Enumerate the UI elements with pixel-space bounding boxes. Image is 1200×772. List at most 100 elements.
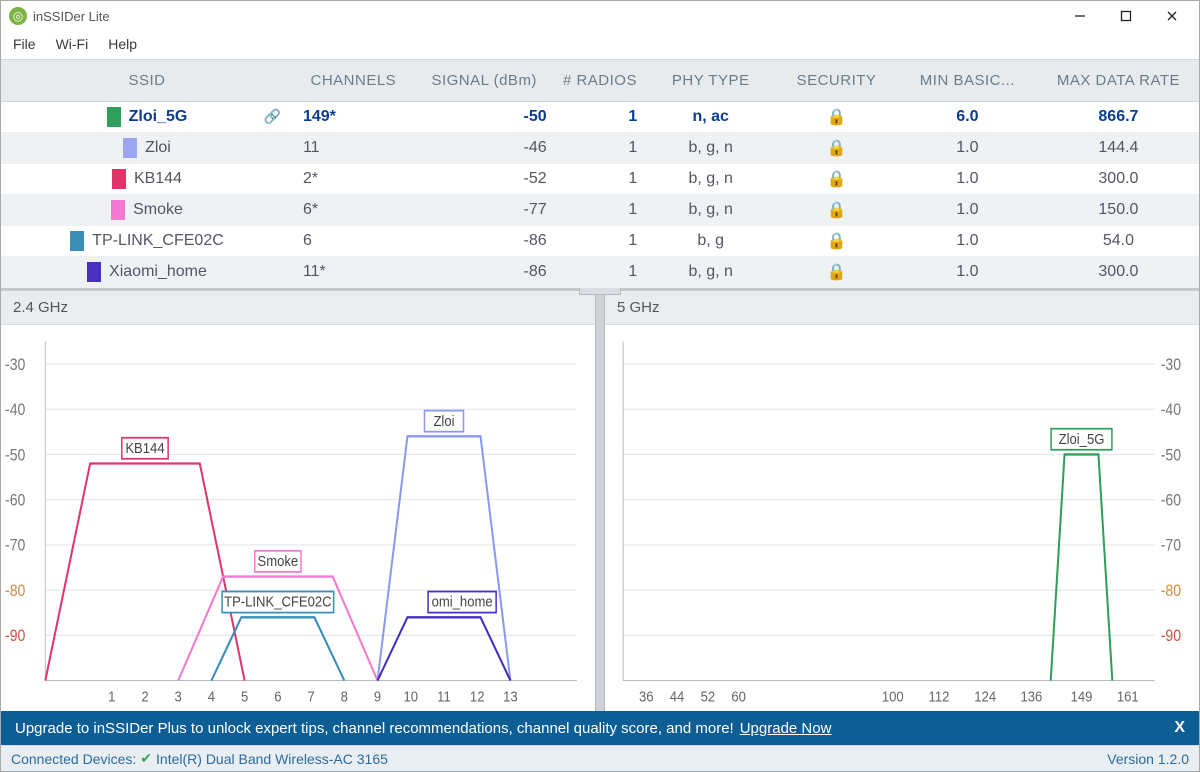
table-row[interactable]: Zloi11-461b, g, n🔒1.0144.4 bbox=[1, 133, 1199, 164]
column-header[interactable]: PHY TYPE bbox=[645, 60, 776, 102]
cell-min: 1.0 bbox=[897, 133, 1038, 164]
cell-max: 866.7 bbox=[1038, 102, 1199, 133]
cell-channel: 6* bbox=[293, 195, 414, 226]
svg-text:omi_home: omi_home bbox=[432, 594, 493, 611]
ssid-color-chip bbox=[111, 200, 125, 220]
app-icon: ◎ bbox=[9, 7, 27, 25]
lock-icon: 🔒 bbox=[827, 171, 847, 188]
close-button[interactable] bbox=[1149, 1, 1195, 31]
svg-text:-90: -90 bbox=[1161, 627, 1181, 645]
ssid-label: Zloi bbox=[145, 139, 171, 156]
lock-icon: 🔒 bbox=[827, 233, 847, 250]
svg-text:12: 12 bbox=[470, 689, 485, 706]
cell-radios: 1 bbox=[555, 102, 646, 133]
status-label: Connected Devices: bbox=[11, 751, 136, 767]
svg-text:-50: -50 bbox=[5, 446, 25, 464]
chart-5ghz: 5 GHz -30-40-50-60-70-80-903644526010011… bbox=[605, 291, 1199, 711]
cell-channel: 6 bbox=[293, 226, 414, 257]
menubar: File Wi-Fi Help bbox=[1, 31, 1199, 60]
maximize-button[interactable] bbox=[1103, 1, 1149, 31]
chart-splitter[interactable] bbox=[595, 291, 605, 711]
ssid-color-chip bbox=[107, 107, 121, 127]
cell-max: 150.0 bbox=[1038, 195, 1199, 226]
column-header[interactable]: SECURITY bbox=[776, 60, 897, 102]
svg-text:100: 100 bbox=[882, 689, 904, 706]
ssid-label: TP-LINK_CFE02C bbox=[92, 232, 224, 249]
menu-wifi[interactable]: Wi-Fi bbox=[48, 33, 97, 55]
cell-phy: b, g, n bbox=[645, 195, 776, 226]
chart-24ghz: 2.4 GHz -30-40-50-60-70-80-9012345678910… bbox=[1, 291, 595, 711]
ssid-label: Xiaomi_home bbox=[109, 263, 207, 280]
promo-upgrade-link[interactable]: Upgrade Now bbox=[740, 720, 832, 737]
ssid-label: Zloi_5G bbox=[129, 108, 188, 125]
svg-text:112: 112 bbox=[929, 689, 950, 706]
svg-text:6: 6 bbox=[274, 689, 281, 706]
svg-text:Smoke: Smoke bbox=[258, 553, 299, 570]
cell-phy: b, g, n bbox=[645, 164, 776, 195]
promo-close-button[interactable]: X bbox=[1174, 719, 1185, 737]
connected-icon: 🔗 bbox=[264, 108, 281, 125]
svg-text:136: 136 bbox=[1021, 689, 1043, 706]
table-row[interactable]: KB1442*-521b, g, n🔒1.0300.0 bbox=[1, 164, 1199, 195]
svg-text:-90: -90 bbox=[5, 627, 25, 645]
cell-channel: 11* bbox=[293, 257, 414, 288]
charts-area: 2.4 GHz -30-40-50-60-70-80-9012345678910… bbox=[1, 291, 1199, 711]
column-header[interactable]: MAX DATA RATE bbox=[1038, 60, 1199, 102]
ssid-color-chip bbox=[70, 231, 84, 251]
svg-text:-40: -40 bbox=[1161, 401, 1181, 419]
network-table[interactable]: SSIDCHANNELSSIGNAL (dBm)# RADIOSPHY TYPE… bbox=[1, 60, 1199, 288]
window-title: inSSIDer Lite bbox=[33, 9, 1057, 24]
cell-phy: n, ac bbox=[645, 102, 776, 133]
cell-security: 🔒 bbox=[776, 102, 897, 133]
cell-min: 1.0 bbox=[897, 226, 1038, 257]
ssid-color-chip bbox=[87, 262, 101, 282]
ssid-color-chip bbox=[112, 169, 126, 189]
svg-text:-80: -80 bbox=[1161, 582, 1181, 600]
lock-icon: 🔒 bbox=[827, 202, 847, 219]
cell-min: 1.0 bbox=[897, 195, 1038, 226]
svg-text:1: 1 bbox=[108, 689, 115, 706]
lock-icon: 🔒 bbox=[827, 109, 847, 126]
cell-signal: -52 bbox=[414, 164, 555, 195]
cell-radios: 1 bbox=[555, 133, 646, 164]
cell-phy: b, g, n bbox=[645, 133, 776, 164]
table-row[interactable]: Smoke6*-771b, g, n🔒1.0150.0 bbox=[1, 195, 1199, 226]
table-row[interactable]: Xiaomi_home11*-861b, g, n🔒1.0300.0 bbox=[1, 257, 1199, 288]
ssid-label: Smoke bbox=[133, 201, 183, 218]
table-row[interactable]: Zloi_5G🔗149*-501n, ac🔒6.0866.7 bbox=[1, 102, 1199, 133]
table-row[interactable]: TP-LINK_CFE02C6-861b, g🔒1.054.0 bbox=[1, 226, 1199, 257]
svg-text:-80: -80 bbox=[5, 582, 25, 600]
svg-text:-60: -60 bbox=[5, 492, 25, 510]
svg-text:-60: -60 bbox=[1161, 492, 1181, 510]
svg-text:Zloi: Zloi bbox=[433, 413, 454, 430]
column-header[interactable]: SIGNAL (dBm) bbox=[414, 60, 555, 102]
cell-max: 300.0 bbox=[1038, 257, 1199, 288]
minimize-button[interactable] bbox=[1057, 1, 1103, 31]
column-header[interactable]: CHANNELS bbox=[293, 60, 414, 102]
cell-security: 🔒 bbox=[776, 164, 897, 195]
column-header[interactable]: # RADIOS bbox=[555, 60, 646, 102]
column-header[interactable]: MIN BASIC... bbox=[897, 60, 1038, 102]
ssid-label: KB144 bbox=[134, 170, 182, 187]
svg-text:Zloi_5G: Zloi_5G bbox=[1059, 431, 1105, 448]
lock-icon: 🔒 bbox=[827, 264, 847, 281]
svg-text:-40: -40 bbox=[5, 401, 25, 419]
menu-file[interactable]: File bbox=[5, 33, 44, 55]
svg-text:124: 124 bbox=[974, 689, 996, 706]
cell-max: 144.4 bbox=[1038, 133, 1199, 164]
status-version: Version 1.2.0 bbox=[1107, 751, 1189, 767]
promo-bar: Upgrade to inSSIDer Plus to unlock exper… bbox=[1, 711, 1199, 745]
cell-radios: 1 bbox=[555, 195, 646, 226]
cell-min: 1.0 bbox=[897, 257, 1038, 288]
ssid-color-chip bbox=[123, 138, 137, 158]
menu-help[interactable]: Help bbox=[100, 33, 145, 55]
svg-text:11: 11 bbox=[437, 689, 451, 706]
svg-text:-30: -30 bbox=[1161, 356, 1181, 374]
svg-text:10: 10 bbox=[403, 689, 418, 706]
svg-text:KB144: KB144 bbox=[125, 440, 164, 457]
svg-text:-50: -50 bbox=[1161, 446, 1181, 464]
status-bar: Connected Devices: ✔ Intel(R) Dual Band … bbox=[1, 745, 1199, 771]
cell-security: 🔒 bbox=[776, 133, 897, 164]
cell-max: 300.0 bbox=[1038, 164, 1199, 195]
column-header[interactable]: SSID bbox=[1, 60, 293, 102]
